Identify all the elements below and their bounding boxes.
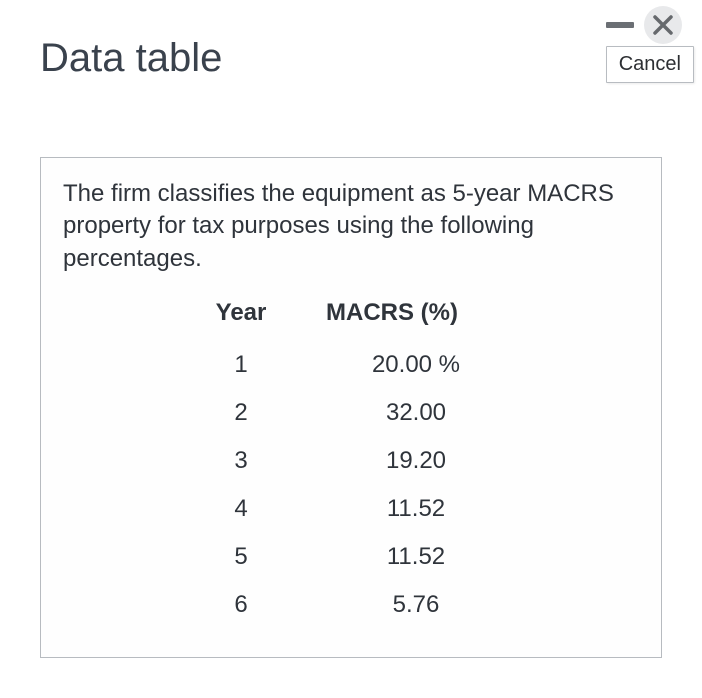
cell-year: 4 [196, 495, 286, 523]
cell-macrs: 32.00 [326, 399, 506, 427]
close-icon[interactable] [644, 6, 682, 44]
window-controls [606, 6, 682, 44]
cell-macrs: 20.00 % [326, 351, 506, 379]
table-row: 6 5.76 [63, 581, 639, 629]
macrs-table: Year MACRS (%) 1 20.00 % 2 32.00 3 19.20… [63, 299, 639, 629]
minimize-icon[interactable] [606, 22, 634, 28]
col-header-year: Year [196, 299, 286, 327]
cell-year: 3 [196, 447, 286, 475]
table-header-row: Year MACRS (%) [63, 299, 639, 327]
page-title: Data table [40, 30, 662, 81]
cell-macrs: 5.76 [326, 591, 506, 619]
table-row: 5 11.52 [63, 533, 639, 581]
cell-macrs: 11.52 [326, 543, 506, 571]
table-row: 3 19.20 [63, 437, 639, 485]
cell-year: 6 [196, 591, 286, 619]
cell-year: 2 [196, 399, 286, 427]
cell-macrs: 19.20 [326, 447, 506, 475]
cell-macrs: 11.52 [326, 495, 506, 523]
data-panel: The firm classifies the equipment as 5-y… [40, 157, 662, 658]
cell-year: 1 [196, 351, 286, 379]
cell-year: 5 [196, 543, 286, 571]
table-row: 2 32.00 [63, 389, 639, 437]
panel-caption: The firm classifies the equipment as 5-y… [63, 178, 639, 275]
table-row: 1 20.00 % [63, 341, 639, 389]
dialog-container: Data table Cancel The firm classifies th… [0, 0, 702, 698]
col-header-macrs: MACRS (%) [326, 299, 506, 327]
table-row: 4 11.52 [63, 485, 639, 533]
cancel-tooltip: Cancel [606, 46, 694, 83]
